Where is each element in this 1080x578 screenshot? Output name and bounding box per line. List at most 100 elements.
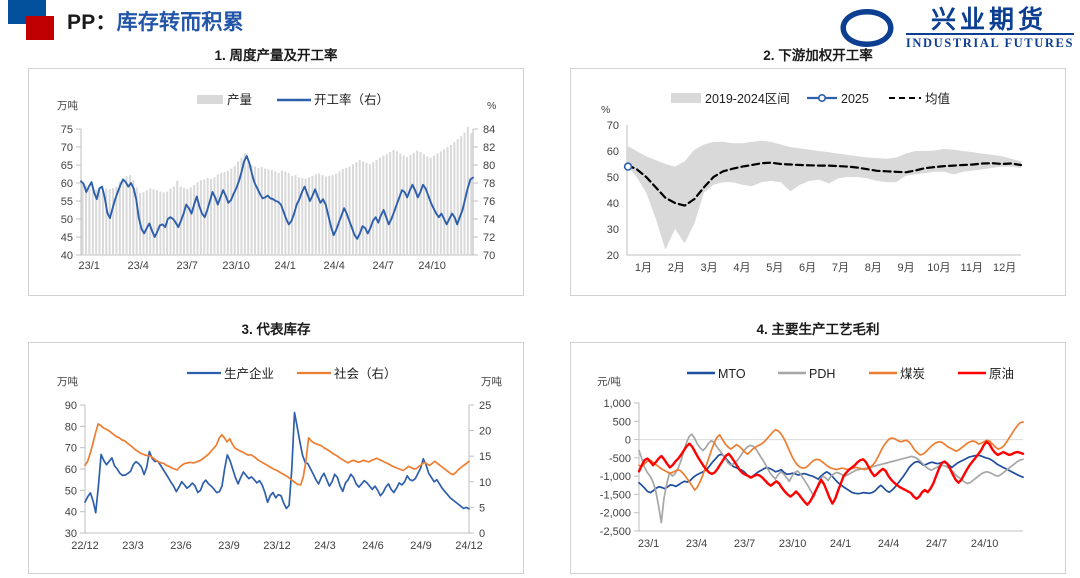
svg-text:23/7: 23/7 (734, 538, 755, 550)
page-title-highlight: 库存转而积累 (116, 11, 244, 34)
svg-text:2月: 2月 (668, 262, 685, 274)
svg-text:23/3: 23/3 (122, 540, 143, 552)
production-process-margin-chart: 元/吨 MTO PDH 煤炭 原油 -2,500 -2,000 -1,500 -1,000 -50… (597, 367, 1025, 550)
svg-text:84: 84 (483, 124, 495, 136)
svg-text:23/1: 23/1 (638, 538, 659, 550)
svg-text:煤炭: 煤炭 (900, 367, 925, 381)
svg-text:30: 30 (607, 224, 619, 236)
svg-text:开工率（右）: 开工率（右） (314, 92, 389, 107)
svg-text:12月: 12月 (993, 262, 1016, 274)
brand-name-cn: 兴业期货 (930, 4, 1047, 34)
chart-frame-1: 万吨% 产量 开工率（右） 40 45 50 55 60 65 70 75 70 72 74 76 78 80 8… (28, 68, 524, 296)
svg-text:-2,500: -2,500 (600, 526, 631, 538)
svg-text:1月: 1月 (635, 262, 652, 274)
svg-text:万吨: 万吨 (57, 375, 78, 388)
svg-text:11月: 11月 (961, 262, 983, 274)
chart-frame-3: 万吨 万吨 生产企业 社会（右） 30 40 50 60 70 80 90 0 5 10 15 20 25 22/… (28, 342, 524, 574)
svg-text:8月: 8月 (865, 262, 882, 274)
svg-text:80: 80 (65, 421, 77, 433)
svg-text:24/4: 24/4 (323, 260, 344, 272)
svg-text:23/4: 23/4 (127, 260, 148, 272)
svg-text:23/12: 23/12 (263, 540, 291, 552)
svg-text:6月: 6月 (799, 262, 816, 274)
svg-text:70: 70 (483, 250, 495, 262)
red-square (26, 16, 54, 40)
svg-text:23/4: 23/4 (686, 538, 707, 550)
svg-text:70: 70 (607, 120, 619, 132)
chart-title-3: 3. 代表库存 (241, 322, 311, 337)
svg-text:24/7: 24/7 (372, 260, 393, 272)
brand-text: 兴业期货 INDUSTRIAL FUTURES (905, 4, 1074, 50)
chart-panel-1: 1. 周度产量及开工率 万吨% 产量 开工率（右） 40 45 50 55 60 65 70 75 7… (28, 48, 524, 296)
svg-text:7月: 7月 (832, 262, 849, 274)
chart-title-4: 4. 主要生产工艺毛利 (756, 322, 880, 337)
svg-text:0: 0 (625, 435, 631, 447)
svg-text:22/12: 22/12 (71, 540, 99, 552)
chart-title-2: 2. 下游加权开工率 (763, 48, 873, 63)
svg-text:82: 82 (483, 142, 495, 154)
svg-text:15: 15 (479, 451, 491, 463)
svg-text:生产企业: 生产企业 (224, 366, 274, 381)
svg-text:23/7: 23/7 (176, 260, 197, 272)
svg-text:-1,000: -1,000 (600, 471, 631, 483)
svg-text:元/吨: 元/吨 (597, 375, 621, 388)
svg-text:0: 0 (479, 528, 485, 540)
representative-inventory-chart: 万吨 万吨 生产企业 社会（右） 30 40 50 60 70 80 90 0 5 10 15 20 25 22/… (57, 366, 502, 552)
page-title-prefix: PP： (67, 11, 117, 34)
svg-text:60: 60 (65, 464, 77, 476)
weekly-output-operating-rate-chart: 万吨 % 产量 开工率（右） 40 45 50 55 60 65 70 75 70 72 74 76 78 80 8… (57, 92, 496, 272)
svg-text:55: 55 (61, 196, 73, 208)
svg-text:24/10: 24/10 (971, 538, 999, 550)
svg-text:70: 70 (65, 443, 77, 455)
svg-text:40: 40 (607, 198, 619, 210)
svg-text:社会（右）: 社会（右） (334, 366, 397, 381)
svg-text:均值: 均值 (925, 91, 950, 106)
svg-text:60: 60 (61, 178, 73, 190)
chart-frame-4: 元/吨 MTO PDH 煤炭 原油 -2,500 -2,000 -1,500 -1,000 -50… (570, 342, 1066, 574)
svg-text:45: 45 (61, 232, 73, 244)
svg-text:76: 76 (483, 196, 495, 208)
svg-text:25: 25 (479, 400, 491, 412)
svg-text:50: 50 (65, 485, 77, 497)
svg-text:%: % (601, 104, 610, 116)
svg-text:9月: 9月 (898, 262, 915, 274)
svg-text:产量: 产量 (227, 93, 252, 107)
svg-text:24/1: 24/1 (274, 260, 295, 272)
svg-text:65: 65 (61, 160, 73, 172)
svg-text:24/6: 24/6 (362, 540, 383, 552)
svg-text:10月: 10月 (927, 262, 950, 274)
svg-text:3月: 3月 (701, 262, 718, 274)
svg-text:2019-2024区间: 2019-2024区间 (705, 92, 790, 106)
svg-text:2025: 2025 (841, 92, 869, 106)
page-header: PP：库存转而积累 兴业期货 INDUSTRIAL FUTURES (0, 0, 1080, 56)
svg-text:20: 20 (607, 250, 619, 262)
svg-text:PDH: PDH (809, 367, 835, 381)
svg-text:30: 30 (65, 528, 77, 540)
svg-text:90: 90 (65, 400, 77, 412)
svg-text:23/10: 23/10 (222, 260, 250, 272)
svg-text:78: 78 (483, 178, 495, 190)
chart-title-1: 1. 周度产量及开工率 (214, 48, 338, 63)
svg-text:%: % (487, 100, 496, 112)
svg-text:20: 20 (479, 426, 491, 438)
svg-text:40: 40 (65, 507, 77, 519)
svg-text:50: 50 (607, 172, 619, 184)
svg-text:60: 60 (607, 146, 619, 158)
svg-text:23/1: 23/1 (78, 260, 99, 272)
svg-text:24/12: 24/12 (455, 540, 483, 552)
svg-text:24/1: 24/1 (830, 538, 851, 550)
brand-name-en: INDUSTRIAL FUTURES (905, 35, 1074, 50)
svg-text:75: 75 (61, 124, 73, 136)
svg-text:72: 72 (483, 232, 495, 244)
chart-panel-3: 3. 代表库存 万吨 万吨 生产企业 社会（右） 30 40 50 60 70 80 90 0 5 10 1… (28, 322, 524, 574)
svg-text:万吨: 万吨 (481, 375, 502, 388)
chart-frame-2: % 2019-2024区间 2025 均值 20 30 40 50 60 70 1月 2月 3月 4月 5月… (570, 68, 1066, 296)
svg-text:10: 10 (479, 477, 491, 489)
svg-text:24/3: 24/3 (314, 540, 335, 552)
svg-text:70: 70 (61, 142, 73, 154)
svg-text:23/6: 23/6 (170, 540, 191, 552)
svg-text:-500: -500 (609, 453, 631, 465)
svg-text:24/9: 24/9 (410, 540, 431, 552)
svg-text:万吨: 万吨 (57, 99, 78, 112)
svg-text:50: 50 (61, 214, 73, 226)
